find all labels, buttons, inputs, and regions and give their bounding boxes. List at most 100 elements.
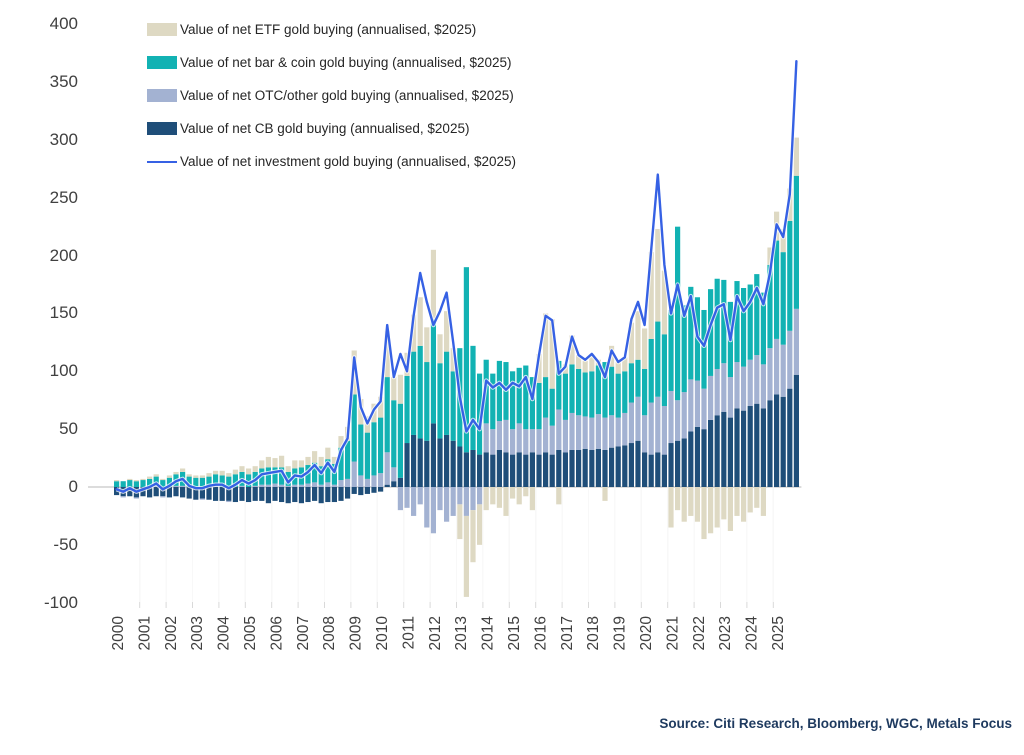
bar-segment bbox=[226, 476, 232, 487]
bar-segment bbox=[681, 392, 687, 439]
bar-segment bbox=[265, 467, 271, 485]
bar-segment bbox=[655, 396, 661, 453]
bar-segment bbox=[490, 429, 496, 455]
bar-segment bbox=[371, 487, 377, 493]
bar-segment bbox=[279, 484, 285, 487]
bar-segment bbox=[259, 484, 265, 487]
bar-segment bbox=[648, 454, 654, 487]
bar-segment bbox=[516, 452, 522, 487]
bar-segment bbox=[721, 279, 727, 364]
bar-segment bbox=[694, 426, 700, 487]
bar-segment bbox=[378, 487, 384, 492]
bar-segment bbox=[602, 449, 608, 487]
bar-segment bbox=[279, 455, 285, 468]
bar-segment bbox=[490, 454, 496, 487]
bar-segment bbox=[576, 355, 582, 369]
bar-segment bbox=[285, 485, 291, 487]
bar-segment bbox=[153, 487, 159, 497]
bar-segment bbox=[391, 400, 397, 468]
bar-segment bbox=[166, 477, 172, 487]
bar-segment bbox=[285, 466, 291, 472]
bar-segment bbox=[628, 402, 634, 444]
bar-segment bbox=[358, 475, 364, 487]
bar-segment bbox=[404, 487, 410, 508]
bar-segment bbox=[166, 475, 172, 478]
bar-segment bbox=[609, 415, 615, 448]
bar-segment bbox=[675, 440, 681, 487]
bar-segment bbox=[549, 454, 555, 487]
bar-segment bbox=[523, 365, 529, 430]
bar-segment bbox=[734, 362, 740, 409]
bar-segment bbox=[642, 452, 648, 487]
bar-segment bbox=[384, 452, 390, 485]
bar-segment bbox=[312, 482, 318, 487]
bar-segment bbox=[384, 330, 390, 378]
bar-segment bbox=[160, 487, 166, 497]
bar-segment bbox=[470, 510, 476, 563]
bar-segment bbox=[741, 410, 747, 487]
bar-segment bbox=[173, 471, 179, 475]
x-axis-year-label: 2009 bbox=[348, 616, 365, 650]
bar-segment bbox=[199, 475, 205, 478]
bar-segment bbox=[543, 452, 549, 487]
bar-segment bbox=[246, 468, 252, 475]
y-axis-tick-label: 150 bbox=[49, 303, 78, 323]
bar-segment bbox=[767, 264, 773, 349]
bar-segment bbox=[206, 476, 212, 487]
bar-segment bbox=[642, 368, 648, 416]
otc-swatch-icon bbox=[147, 89, 177, 102]
bar-segment bbox=[589, 417, 595, 450]
bar-segment bbox=[668, 487, 674, 528]
bar-segment bbox=[338, 480, 344, 487]
bar-segment bbox=[536, 454, 542, 487]
bar-segment bbox=[417, 297, 423, 346]
bar-segment bbox=[701, 388, 707, 430]
bar-segment bbox=[397, 403, 403, 478]
bar-segment bbox=[516, 367, 522, 424]
bar-segment bbox=[747, 406, 753, 487]
bar-segment bbox=[694, 487, 700, 522]
x-axis-year-label: 2000 bbox=[110, 616, 127, 651]
bar-segment bbox=[589, 371, 595, 418]
bar-segment bbox=[437, 438, 443, 487]
bar-segment bbox=[483, 423, 489, 453]
bar-segment bbox=[470, 449, 476, 487]
bar-segment bbox=[411, 434, 417, 487]
bar-segment bbox=[793, 175, 799, 309]
x-axis-year-label: 2014 bbox=[480, 616, 497, 651]
bar-segment bbox=[213, 474, 219, 486]
bar-segment bbox=[160, 496, 166, 498]
bar-segment bbox=[186, 476, 192, 487]
bar-segment bbox=[252, 485, 258, 487]
bar-segment bbox=[477, 504, 483, 545]
bar-segment bbox=[602, 362, 608, 418]
bar-segment bbox=[622, 357, 628, 372]
bar-segment bbox=[424, 487, 430, 528]
bar-segment bbox=[371, 475, 377, 487]
bar-segment bbox=[701, 309, 707, 389]
bar-segment bbox=[239, 487, 245, 501]
bar-segment bbox=[648, 252, 654, 339]
x-axis-year-label: 2018 bbox=[585, 616, 602, 650]
legend-item-cb: Value of net CB gold buying (annualised,… bbox=[147, 112, 516, 145]
legend-item-otc: Value of net OTC/other gold buying (annu… bbox=[147, 79, 516, 112]
bar-segment bbox=[127, 480, 133, 487]
bar-segment bbox=[780, 396, 786, 487]
bar-segment bbox=[595, 365, 601, 415]
bar-segment bbox=[424, 362, 430, 441]
bar-segment bbox=[298, 460, 304, 468]
bar-segment bbox=[477, 487, 483, 505]
bar-segment bbox=[239, 466, 245, 472]
legend-item-investment-line: Value of net investment gold buying (ann… bbox=[147, 145, 516, 178]
bar-segment bbox=[364, 432, 370, 479]
bar-segment bbox=[325, 487, 331, 503]
bar-segment bbox=[252, 487, 258, 501]
bar-segment bbox=[668, 390, 674, 444]
bar-coin-swatch-icon bbox=[147, 56, 177, 69]
bar-segment bbox=[232, 469, 238, 475]
bar-segment bbox=[562, 452, 568, 487]
bar-segment bbox=[668, 309, 674, 391]
bar-segment bbox=[180, 485, 186, 487]
bar-segment bbox=[635, 396, 641, 441]
bar-segment bbox=[741, 366, 747, 411]
